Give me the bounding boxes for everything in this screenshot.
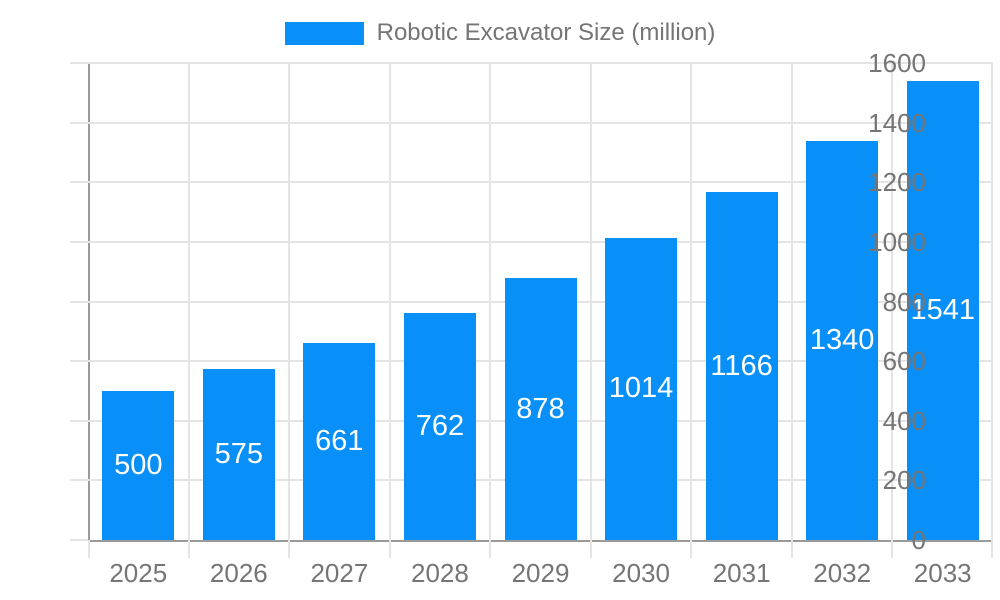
gridline-x bbox=[690, 63, 693, 540]
bar-value-label-2027: 661 bbox=[315, 424, 364, 457]
y-tick bbox=[70, 360, 88, 363]
bar-2026[interactable]: 575 bbox=[202, 368, 275, 540]
y-axis-label-0: 0 bbox=[911, 525, 926, 555]
y-axis-label-400: 400 bbox=[882, 405, 926, 436]
gridline-x bbox=[288, 63, 291, 540]
x-axis-label-2029: 2029 bbox=[511, 558, 570, 588]
legend-swatch bbox=[284, 21, 364, 45]
x-tick bbox=[790, 540, 793, 558]
gridline-x bbox=[790, 63, 793, 540]
x-tick bbox=[690, 540, 693, 558]
gridline-x bbox=[489, 63, 492, 540]
y-tick bbox=[70, 539, 88, 541]
gridline-x bbox=[991, 63, 993, 540]
gridline-y-1600 bbox=[88, 62, 993, 64]
y-axis-label-600: 600 bbox=[882, 346, 926, 377]
y-tick bbox=[70, 240, 88, 243]
bar-value-label-2025: 500 bbox=[114, 448, 163, 481]
x-axis-line bbox=[88, 540, 993, 542]
x-tick bbox=[388, 540, 391, 558]
gridline-y-1400 bbox=[88, 121, 993, 124]
y-tick bbox=[70, 121, 88, 124]
y-tick bbox=[70, 300, 88, 303]
x-tick bbox=[891, 540, 894, 558]
gridline-y-1000 bbox=[88, 240, 993, 243]
bar-2032[interactable]: 1340 bbox=[806, 140, 879, 540]
x-axis-label-2033: 2033 bbox=[913, 558, 972, 588]
x-axis-label-2028: 2028 bbox=[411, 558, 469, 588]
x-tick bbox=[991, 540, 993, 558]
x-tick bbox=[489, 540, 492, 558]
bar-value-label-2026: 575 bbox=[214, 437, 264, 470]
gridline-x bbox=[388, 63, 391, 540]
bar-value-label-2028: 762 bbox=[415, 409, 465, 442]
bar-2031[interactable]: 1166 bbox=[705, 192, 778, 540]
bar-value-label-2031: 1166 bbox=[710, 349, 773, 382]
y-axis-label-1000: 1000 bbox=[868, 226, 926, 257]
bar-2027[interactable]: 661 bbox=[303, 342, 376, 540]
x-axis-label-2031: 2031 bbox=[712, 558, 771, 588]
y-tick bbox=[70, 62, 88, 64]
y-tick bbox=[70, 419, 88, 422]
legend-label: Robotic Excavator Size (million) bbox=[376, 19, 716, 46]
y-axis-label-1400: 1400 bbox=[868, 107, 926, 138]
x-axis-label-2030: 2030 bbox=[612, 558, 670, 588]
bar-2025[interactable]: 500 bbox=[102, 390, 175, 540]
y-axis-label-200: 200 bbox=[882, 465, 926, 496]
x-axis-label-2025: 2025 bbox=[109, 558, 168, 588]
bar-2029[interactable]: 878 bbox=[504, 278, 577, 540]
y-axis-label-1200: 1200 bbox=[868, 167, 926, 198]
bar-2033[interactable]: 1541 bbox=[906, 80, 979, 540]
bar-value-label-2033: 1541 bbox=[910, 293, 975, 326]
x-tick bbox=[589, 540, 592, 558]
bar-2030[interactable]: 1014 bbox=[605, 237, 678, 540]
gridline-x bbox=[589, 63, 592, 540]
plot-area: 500 575 661 762 878 1014 1166 1340 1541 bbox=[70, 62, 993, 558]
x-tick bbox=[88, 540, 90, 558]
y-axis-label-1600: 1600 bbox=[868, 48, 926, 78]
y-tick bbox=[70, 181, 88, 184]
x-axis-label-2026: 2026 bbox=[209, 558, 268, 588]
x-axis-label-2027: 2027 bbox=[310, 558, 369, 588]
bar-value-label-2032: 1340 bbox=[809, 323, 875, 356]
gridline-x bbox=[891, 63, 894, 540]
bar-2028[interactable]: 762 bbox=[403, 312, 476, 540]
bar-value-label-2029: 878 bbox=[516, 392, 565, 425]
gridline-x bbox=[187, 63, 190, 540]
x-tick bbox=[288, 540, 291, 558]
bar-value-label-2030: 1014 bbox=[608, 372, 674, 405]
y-axis-label-800: 800 bbox=[882, 286, 926, 317]
y-tick bbox=[70, 479, 88, 482]
x-axis-label-2032: 2032 bbox=[813, 558, 872, 588]
legend[interactable]: Robotic Excavator Size (million) bbox=[0, 19, 1000, 47]
x-tick bbox=[187, 540, 190, 558]
gridline-y-1200 bbox=[88, 181, 993, 184]
